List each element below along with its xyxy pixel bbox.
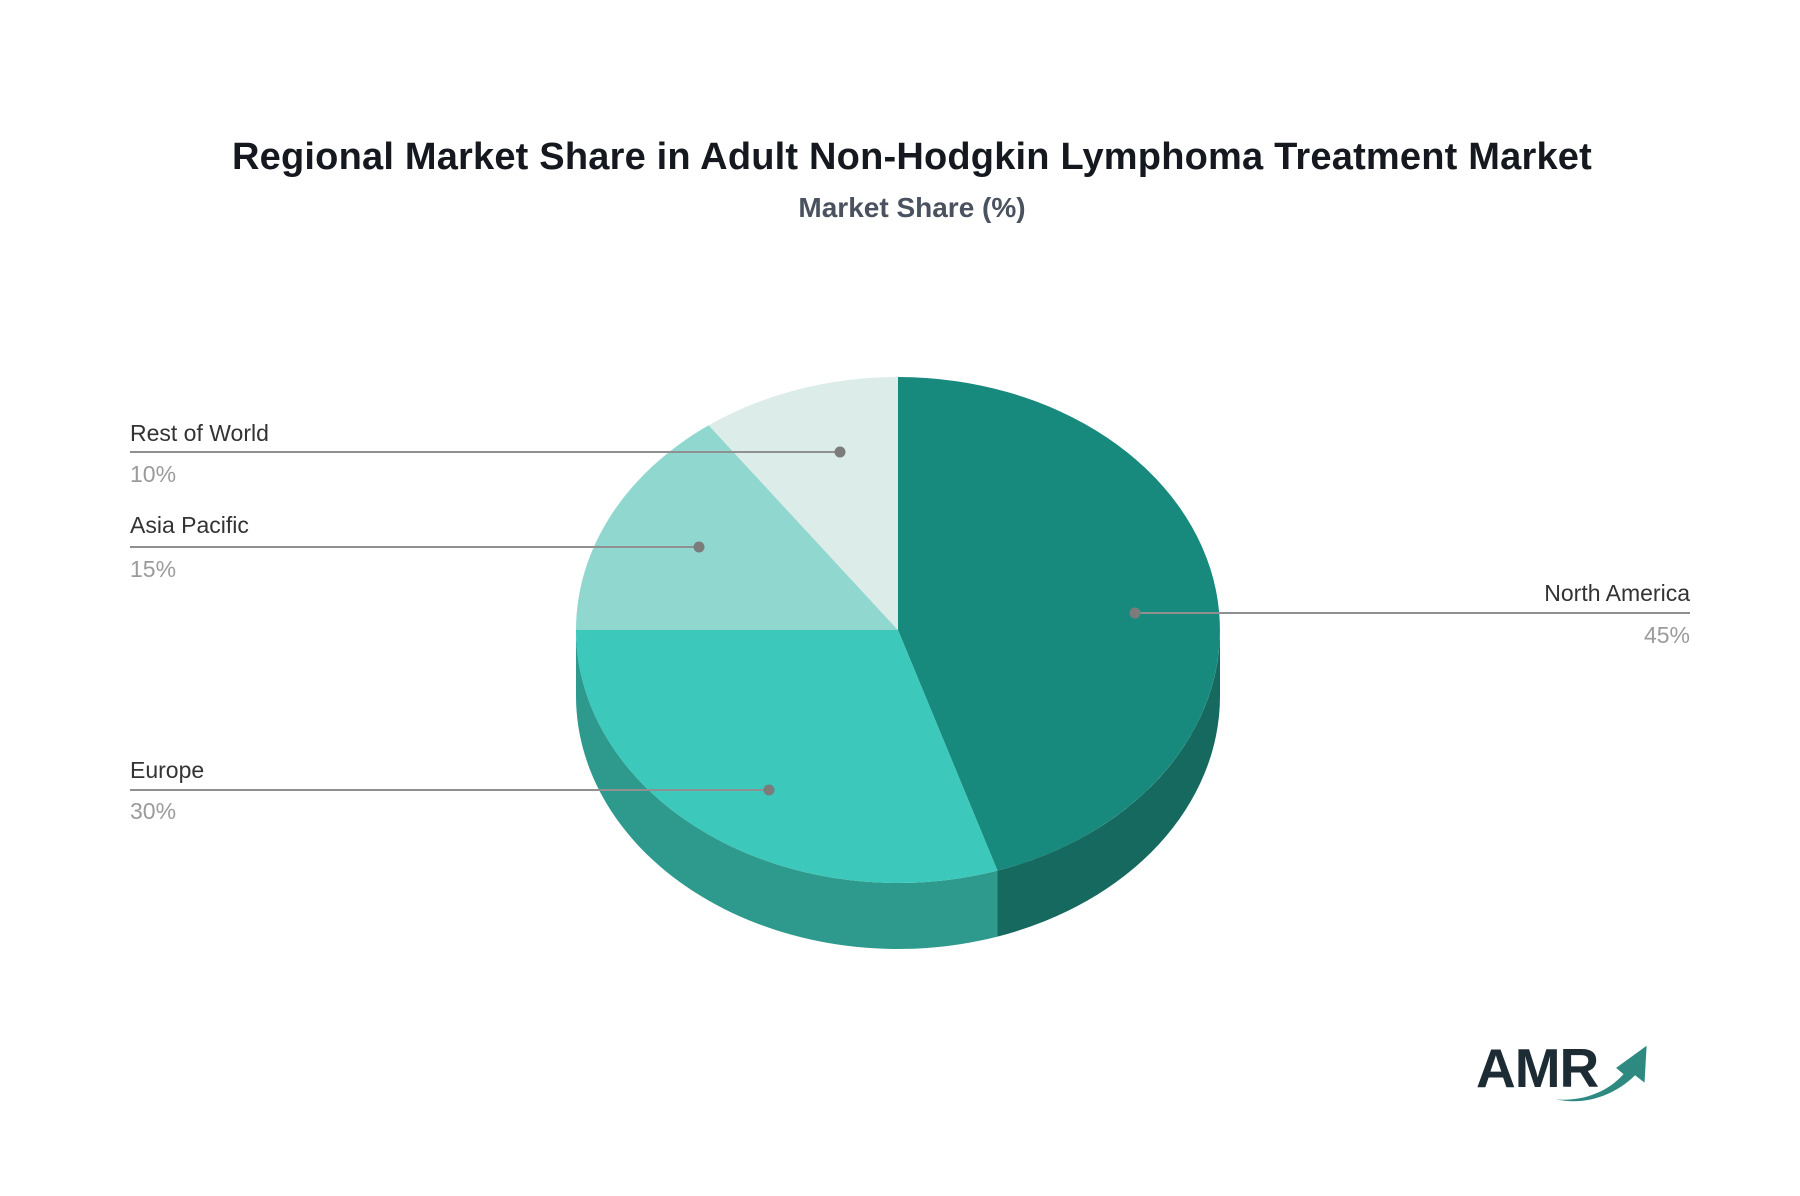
trend-up-arrow-icon	[1556, 1045, 1647, 1102]
chart-subtitle: Market Share (%)	[798, 192, 1026, 223]
leader-dot-north-america	[1129, 607, 1141, 619]
leader-lines	[130, 451, 1690, 791]
pie-slice-europe	[576, 630, 998, 883]
pie-slice-north-america	[898, 377, 1220, 871]
leader-dot-europe	[763, 784, 775, 796]
label-europe: Europe	[130, 757, 205, 783]
amr-logo: AMR	[1476, 1036, 1736, 1116]
leader-dot-asia-pacific	[693, 541, 705, 553]
pie-slice-asia-pacific	[576, 425, 898, 630]
leader-dots	[693, 446, 1141, 796]
label-north-america: North America	[1544, 580, 1690, 606]
value-rest-of-world: 10%	[130, 461, 177, 487]
label-rest-of-world: Rest of World	[130, 420, 269, 446]
value-north-america: 45%	[1643, 622, 1690, 648]
value-europe: 30%	[130, 798, 177, 824]
pie-slice-rest-of-world	[708, 377, 898, 630]
chart-title: Regional Market Share in Adult Non-Hodgk…	[232, 136, 1592, 178]
amr-logo-text: AMR	[1476, 1037, 1599, 1099]
value-asia-pacific: 15%	[130, 556, 177, 582]
label-asia-pacific: Asia Pacific	[130, 512, 249, 538]
leader-dot-rest-of-world	[834, 446, 846, 458]
pie-slice-side-north-america	[997, 630, 1220, 937]
pie-slice-side-europe	[576, 630, 998, 949]
